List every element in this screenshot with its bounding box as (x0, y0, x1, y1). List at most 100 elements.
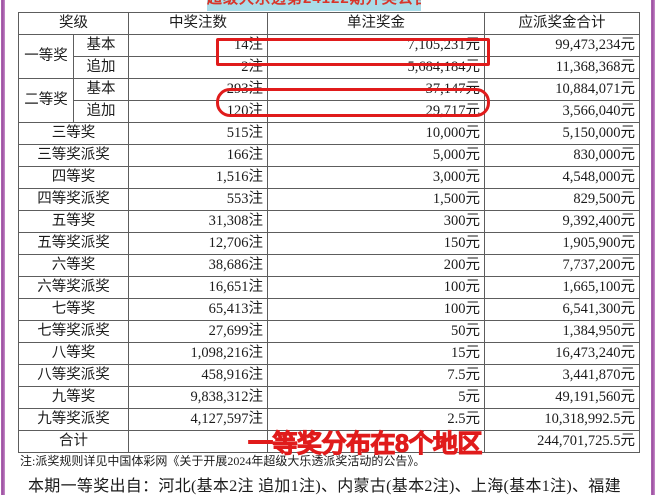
cell-winning-bets: 458,916注 (128, 364, 268, 387)
table-row: 追加 2注 5,684,184元 11,368,368元 (19, 56, 640, 79)
cell-winning-bets: 166注 (128, 144, 268, 167)
cell-total-prize: 16,473,240元 (484, 342, 640, 365)
cell-prize-per-bet: 5元 (267, 386, 485, 409)
table-row: 五等奖 31,308注 300元 9,392,400元 (18, 210, 640, 233)
table-row: 四等奖派奖 553注 1,500元 829,500元 (18, 188, 640, 211)
cell-total-prize: 5,150,000元 (484, 122, 640, 145)
cell-winning-bets: 38,686注 (128, 254, 268, 277)
cell-winning-bets: 2注 (128, 56, 268, 79)
cell-prize-level: 六等奖派奖 (18, 276, 129, 299)
cell-total-prize: 1,665,100元 (484, 276, 640, 299)
cell-winning-bets: 9,838,312注 (128, 386, 268, 409)
cell-prize-per-bet: 7.5元 (267, 364, 485, 387)
page-edge-stripe-right (651, 0, 655, 495)
cell-prize-per-bet: 29,717元 (267, 100, 485, 123)
cell-prize-per-bet: 1,500元 (267, 188, 485, 211)
cell-prize-per-bet: 37,147元 (267, 78, 485, 101)
cell-total-prize: 9,392,400元 (484, 210, 640, 233)
cell-prize-level: 三等奖 (18, 122, 129, 145)
cell-total-prize: 830,000元 (484, 144, 640, 167)
cell-total-prize: 1,384,950元 (484, 320, 640, 343)
cell-prize-subtype: 追加 (73, 56, 129, 79)
cell-total-prize: 244,701,725.5元 (484, 430, 640, 453)
page-edge-stripe-left (1, 0, 5, 495)
cell-winning-bets (128, 430, 268, 453)
cell-prize-per-bet: 10,000元 (267, 122, 485, 145)
cell-prize-per-bet: 5,000元 (267, 144, 485, 167)
cell-prize-level: 九等奖派奖 (18, 408, 129, 431)
prize-breakdown-sheet: 奖级 中奖注数 单注奖金 应派奖金合计 一等奖 基本 14注 7,105,231元 99,473… (18, 12, 640, 453)
table-row: 合计 244,701,725.5元 (18, 430, 640, 453)
cell-winning-bets: 14注 (128, 34, 268, 57)
cell-prize-per-bet: 15元 (267, 342, 485, 365)
cell-prize-per-bet: 100元 (267, 276, 485, 299)
cell-total-prize: 49,191,560元 (484, 386, 640, 409)
column-header-1: 中奖注数 (128, 12, 268, 35)
cell-prize-per-bet: 100元 (267, 298, 485, 321)
cell-prize-level: 八等奖派奖 (18, 364, 129, 387)
table-header-row: 奖级 中奖注数 单注奖金 应派奖金合计 (18, 12, 640, 35)
cell-total-prize: 1,905,900元 (484, 232, 640, 255)
cell-total-prize: 7,737,200元 (484, 254, 640, 277)
announcement-banner: 超级大乐透第24122期开奖公告 (207, 0, 421, 11)
cell-winning-bets: 4,127,597注 (128, 408, 268, 431)
cell-prize-level: 一等奖 (18, 34, 74, 79)
footnote-first-prize-regions: 本期一等奖出自：河北(基本2注 追加1注)、内蒙古(基本2注)、上海(基本1注)… (28, 478, 621, 495)
cell-prize-per-bet: 300元 (267, 210, 485, 233)
cell-total-prize: 11,368,368元 (484, 56, 640, 79)
cell-prize-subtype: 追加 (73, 100, 129, 123)
cell-prize-level: 七等奖派奖 (18, 320, 129, 343)
cell-total-prize: 99,473,234元 (484, 34, 640, 57)
cell-prize-per-bet: 200元 (267, 254, 485, 277)
column-header-2: 单注奖金 (267, 12, 485, 35)
table-row: 九等奖 9,838,312注 5元 49,191,560元 (18, 386, 640, 409)
table-row: 四等奖 1,516注 3,000元 4,548,000元 (18, 166, 640, 189)
table-row: 八等奖 1,098,216注 15元 16,473,240元 (18, 342, 640, 365)
table-row: 六等奖 38,686注 200元 7,737,200元 (18, 254, 640, 277)
cell-winning-bets: 27,699注 (128, 320, 268, 343)
cell-prize-subtype: 基本 (73, 34, 129, 57)
announcement-banner-title: 超级大乐透第24122期开奖公告 (207, 0, 421, 8)
cell-prize-level: 二等奖 (18, 78, 74, 123)
table-row: 七等奖 65,413注 100元 6,541,300元 (18, 298, 640, 321)
table-row: 八等奖派奖 458,916注 7.5元 3,441,870元 (18, 364, 640, 387)
table-row: 七等奖派奖 27,699注 50元 1,384,950元 (18, 320, 640, 343)
cell-total-prize: 6,541,300元 (484, 298, 640, 321)
cell-prize-per-bet: 50元 (267, 320, 485, 343)
table-row: 六等奖派奖 16,651注 100元 1,665,100元 (18, 276, 640, 299)
column-header-3: 应派奖金合计 (484, 12, 640, 35)
cell-prize-subtype: 基本 (73, 78, 129, 101)
cell-total-prize: 829,500元 (484, 188, 640, 211)
cell-winning-bets: 515注 (128, 122, 268, 145)
table-row: 三等奖 515注 10,000元 5,150,000元 (18, 122, 640, 145)
cell-winning-bets: 1,516注 (128, 166, 268, 189)
cell-prize-per-bet: 150元 (267, 232, 485, 255)
cell-total-prize: 10,884,071元 (484, 78, 640, 101)
cell-total-prize: 3,566,040元 (484, 100, 640, 123)
cell-prize-level: 九等奖 (18, 386, 129, 409)
cell-prize-level: 七等奖 (18, 298, 129, 321)
annotation-caption: 一等奖分布在8个地区 (248, 430, 483, 459)
table-row: 三等奖派奖 166注 5,000元 830,000元 (18, 144, 640, 167)
table-row: 追加 120注 29,717元 3,566,040元 (19, 100, 640, 123)
cell-winning-bets: 12,706注 (128, 232, 268, 255)
cell-total-prize: 10,318,992.5元 (484, 408, 640, 431)
cell-winning-bets: 31,308注 (128, 210, 268, 233)
cell-prize-level: 三等奖派奖 (18, 144, 129, 167)
cell-prize-level: 四等奖 (18, 166, 129, 189)
cell-prize-level: 八等奖 (18, 342, 129, 365)
cell-prize-per-bet: 3,000元 (267, 166, 485, 189)
cell-prize-level: 五等奖派奖 (18, 232, 129, 255)
cell-winning-bets: 293注 (128, 78, 268, 101)
cell-prize-per-bet: 5,684,184元 (267, 56, 485, 79)
cell-winning-bets: 120注 (128, 100, 268, 123)
footnote-rules: 注:派奖规则详见中国体彩网《关于开展2024年超级大乐透派奖活动的公告》。 (20, 454, 426, 468)
cell-prize-level: 四等奖派奖 (18, 188, 129, 211)
column-header-0: 奖级 (18, 12, 129, 35)
cell-prize-level: 五等奖 (18, 210, 129, 233)
cell-total-prize: 4,548,000元 (484, 166, 640, 189)
cell-winning-bets: 16,651注 (128, 276, 268, 299)
cell-winning-bets: 1,098,216注 (128, 342, 268, 365)
cell-prize-per-bet: 7,105,231元 (267, 34, 485, 57)
cell-total-prize: 3,441,870元 (484, 364, 640, 387)
